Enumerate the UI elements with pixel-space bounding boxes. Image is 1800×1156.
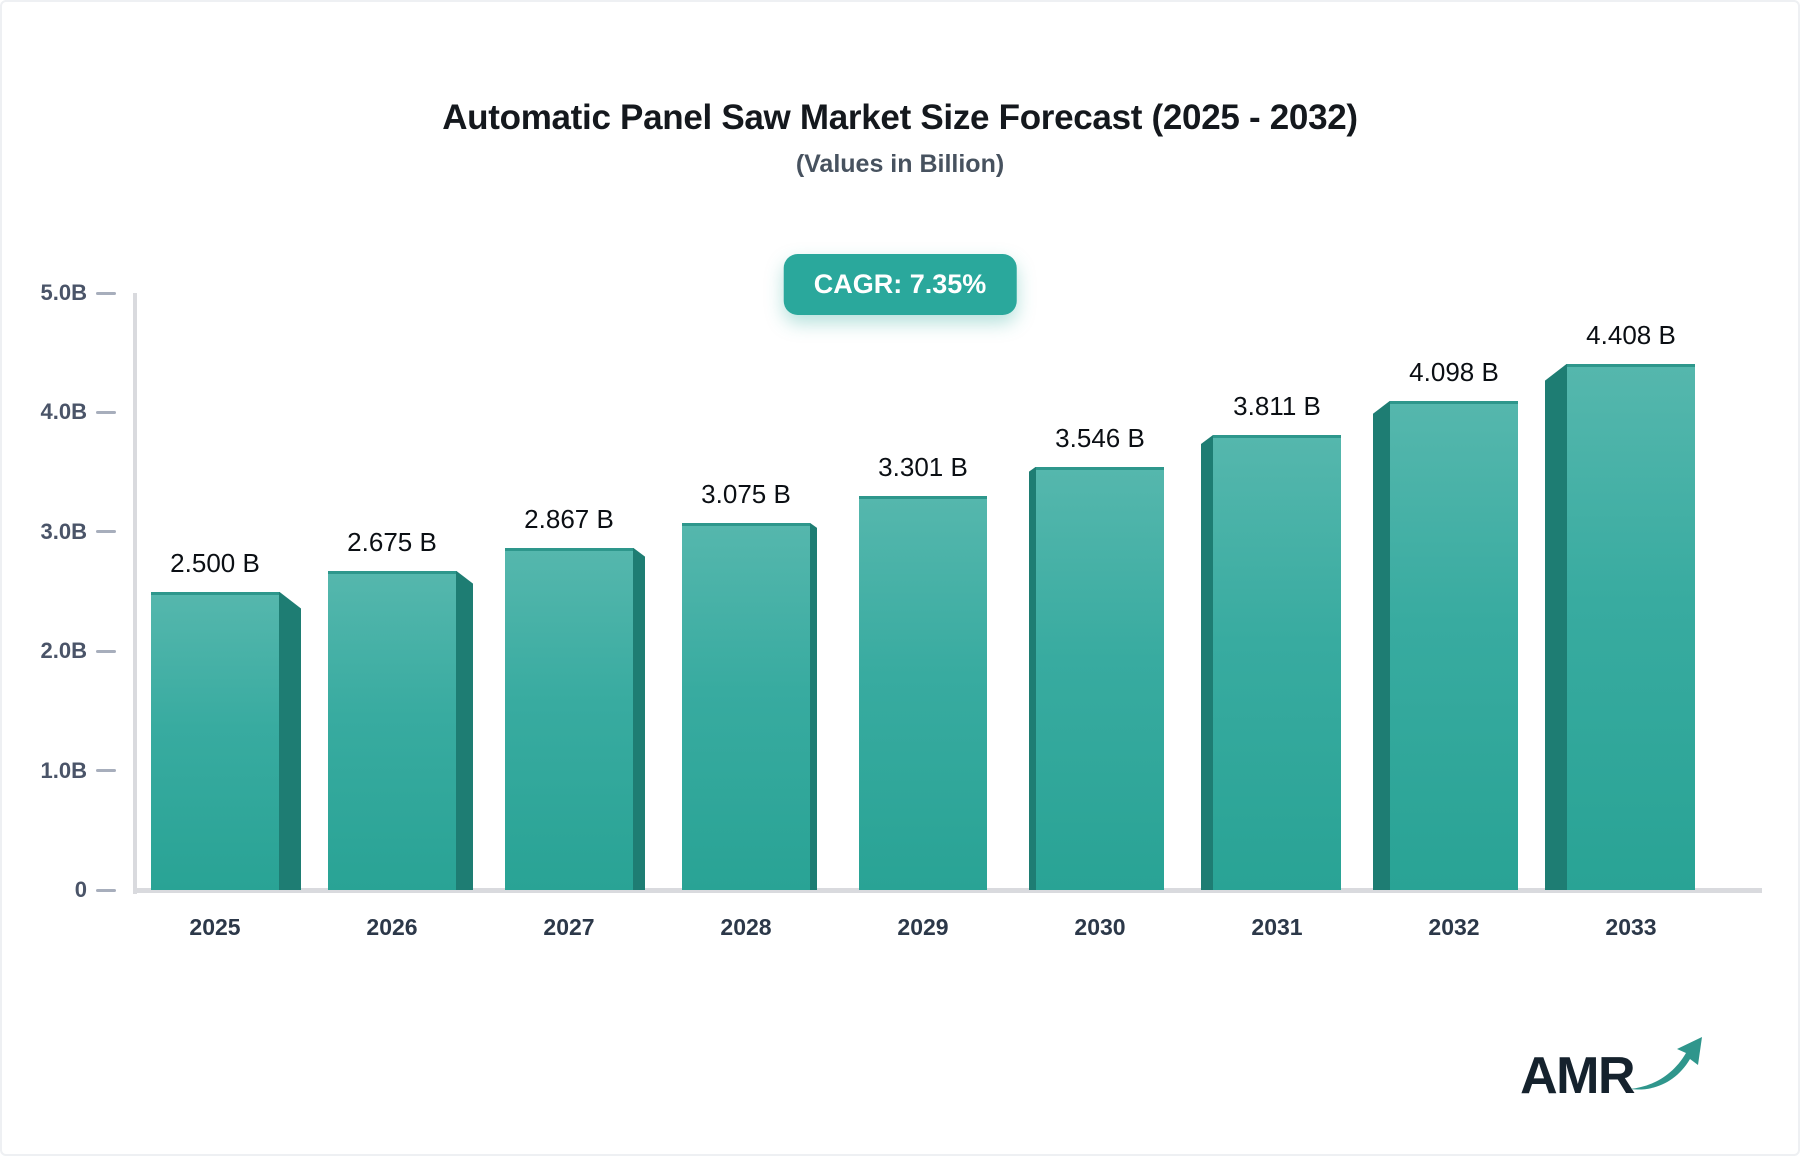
brand-logo-text: AMR: [1520, 1047, 1635, 1105]
bar-2031[interactable]: [1213, 434, 1341, 890]
chart-subtitle: (Values in Billion): [795, 150, 1005, 178]
bar-2026[interactable]: [328, 570, 456, 890]
y-axis-tick-mark: [96, 888, 116, 892]
y-axis-tick-mark: [96, 410, 116, 414]
bar-3d-side: [1029, 466, 1036, 890]
y-axis-tick-mark: [96, 291, 116, 295]
bar-2030[interactable]: [1036, 466, 1164, 890]
brand-logo: AMR: [1520, 1031, 1706, 1102]
growth-arrow-icon: [1628, 1031, 1706, 1100]
bar-value-label: 2.500 B: [170, 547, 260, 578]
x-axis-tick-label: 2028: [720, 914, 772, 940]
bar-value-label: 4.098 B: [1409, 356, 1499, 387]
y-axis-tick-mark: [96, 769, 116, 773]
x-axis-tick-label: 2026: [366, 914, 418, 940]
bar-value-label: 3.811 B: [1233, 390, 1321, 421]
bar-2029[interactable]: [859, 495, 987, 890]
y-axis-tick-label: 3.0B: [40, 518, 87, 544]
x-axis-tick-label: 2032: [1428, 914, 1480, 940]
x-axis-tick-label: 2033: [1605, 914, 1657, 940]
bar-2033[interactable]: [1567, 363, 1695, 890]
x-axis-tick-label: 2025: [189, 914, 241, 940]
x-axis-tick-label: 2030: [1074, 914, 1126, 940]
y-axis-tick-label: 5.0B: [40, 280, 87, 305]
bar-value-label: 3.075 B: [701, 478, 791, 509]
y-axis-tick-label: 1.0B: [40, 757, 87, 783]
chart-title: Automatic Panel Saw Market Size Forecast…: [442, 98, 1358, 137]
bar-3d-side: [1545, 363, 1567, 890]
bar-3d-side: [279, 591, 301, 890]
bar-3d-side: [1201, 434, 1213, 890]
bar-2032[interactable]: [1390, 400, 1518, 890]
cagr-badge: CAGR: 7.35%: [783, 254, 1017, 315]
y-axis-line: [133, 293, 137, 894]
bar-3d-side: [633, 547, 645, 890]
bar-3d-side: [1373, 400, 1390, 890]
y-axis-tick-mark: [96, 649, 116, 653]
x-axis-tick-label: 2031: [1251, 914, 1303, 940]
x-axis-line: [133, 888, 1762, 893]
y-axis-tick-label: 2.0B: [40, 638, 87, 664]
bar-value-label: 3.301 B: [878, 451, 968, 482]
x-axis-tick-label: 2027: [543, 914, 595, 940]
bar-value-label: 4.408 B: [1586, 319, 1676, 350]
y-axis-tick-mark: [96, 530, 116, 534]
bar-value-label: 2.675 B: [347, 526, 437, 557]
bar-2025[interactable]: [151, 591, 279, 890]
y-axis-tick-label: 0: [74, 877, 87, 902]
bar-3d-side: [456, 570, 473, 890]
y-axis-tick-label: 4.0B: [40, 399, 87, 425]
bar-3d-side: [810, 522, 817, 890]
bar-2027[interactable]: [505, 547, 633, 890]
bar-value-label: 2.867 B: [524, 503, 614, 534]
bar-value-label: 3.546 B: [1055, 422, 1145, 453]
bar-2028[interactable]: [682, 522, 810, 890]
x-axis-tick-label: 2029: [897, 914, 949, 940]
